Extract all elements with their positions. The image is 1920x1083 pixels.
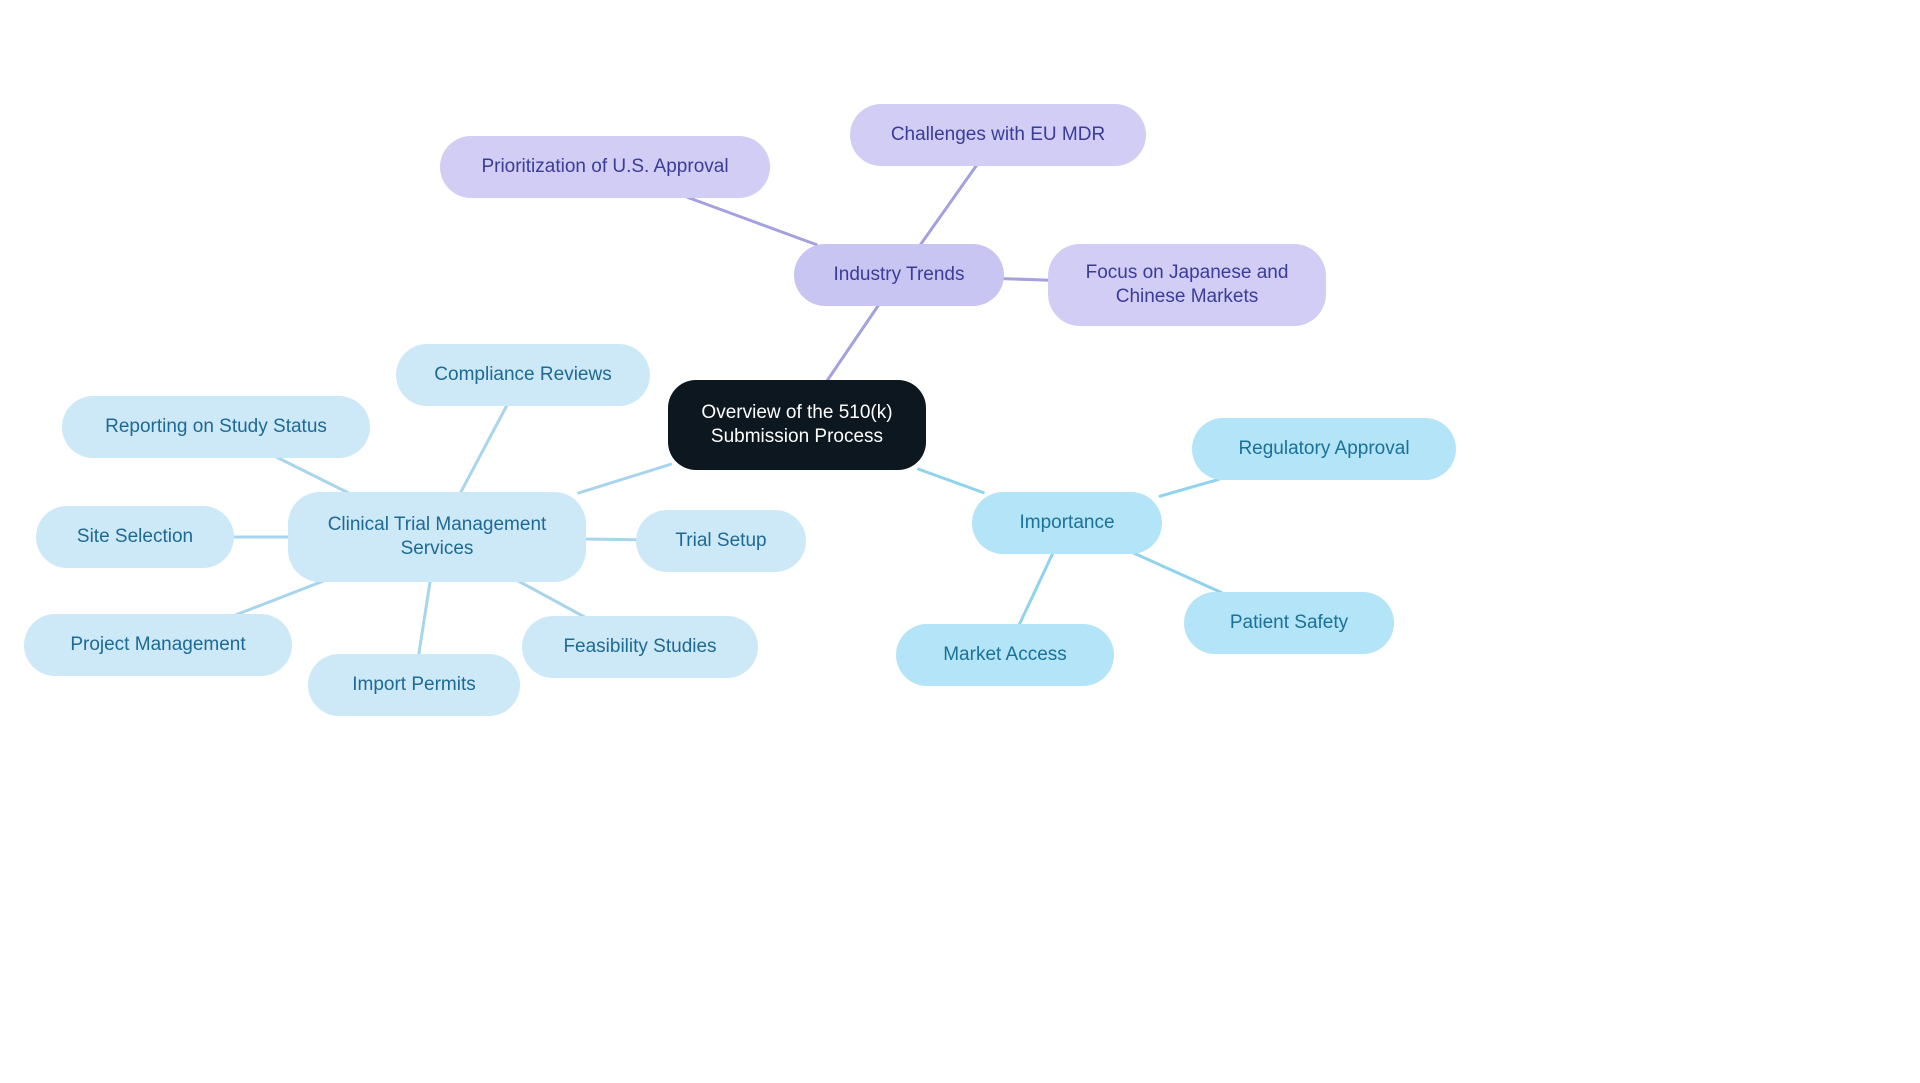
edge	[236, 581, 323, 615]
node-center: Overview of the 510(k) Submission Proces…	[668, 380, 926, 470]
node-us-approval: Prioritization of U.S. Approval	[440, 136, 770, 198]
node-reporting: Reporting on Study Status	[62, 396, 370, 458]
node-feasibility-studies: Feasibility Studies	[522, 616, 758, 678]
edge	[277, 457, 348, 493]
node-market-access: Market Access	[896, 624, 1114, 686]
node-patient-safety: Patient Safety	[1184, 592, 1394, 654]
node-project-management: Project Management	[24, 614, 292, 676]
mindmap-canvas: Overview of the 510(k) Submission Proces…	[0, 0, 1920, 1083]
edge	[460, 405, 506, 493]
node-importance: Importance	[972, 492, 1162, 554]
edge	[1160, 479, 1218, 496]
edge	[920, 165, 976, 244]
edge	[1019, 553, 1052, 624]
edge	[579, 464, 671, 493]
node-regulatory-approval: Regulatory Approval	[1192, 418, 1456, 480]
edge	[1002, 279, 1051, 281]
edge	[419, 581, 430, 655]
node-jp-cn-markets: Focus on Japanese and Chinese Markets	[1048, 244, 1326, 326]
node-industry-trends: Industry Trends	[794, 244, 1004, 306]
node-import-permits: Import Permits	[308, 654, 520, 716]
edge	[827, 305, 878, 381]
edge	[688, 197, 817, 244]
node-trial-setup: Trial Setup	[636, 510, 806, 572]
edge	[919, 469, 984, 493]
node-site-selection: Site Selection	[36, 506, 234, 568]
node-ctms: Clinical Trial Management Services	[288, 492, 586, 582]
edge	[583, 539, 638, 540]
node-compliance-reviews: Compliance Reviews	[396, 344, 650, 406]
edge	[1134, 553, 1221, 592]
edge	[518, 581, 584, 617]
node-eu-mdr: Challenges with EU MDR	[850, 104, 1146, 166]
